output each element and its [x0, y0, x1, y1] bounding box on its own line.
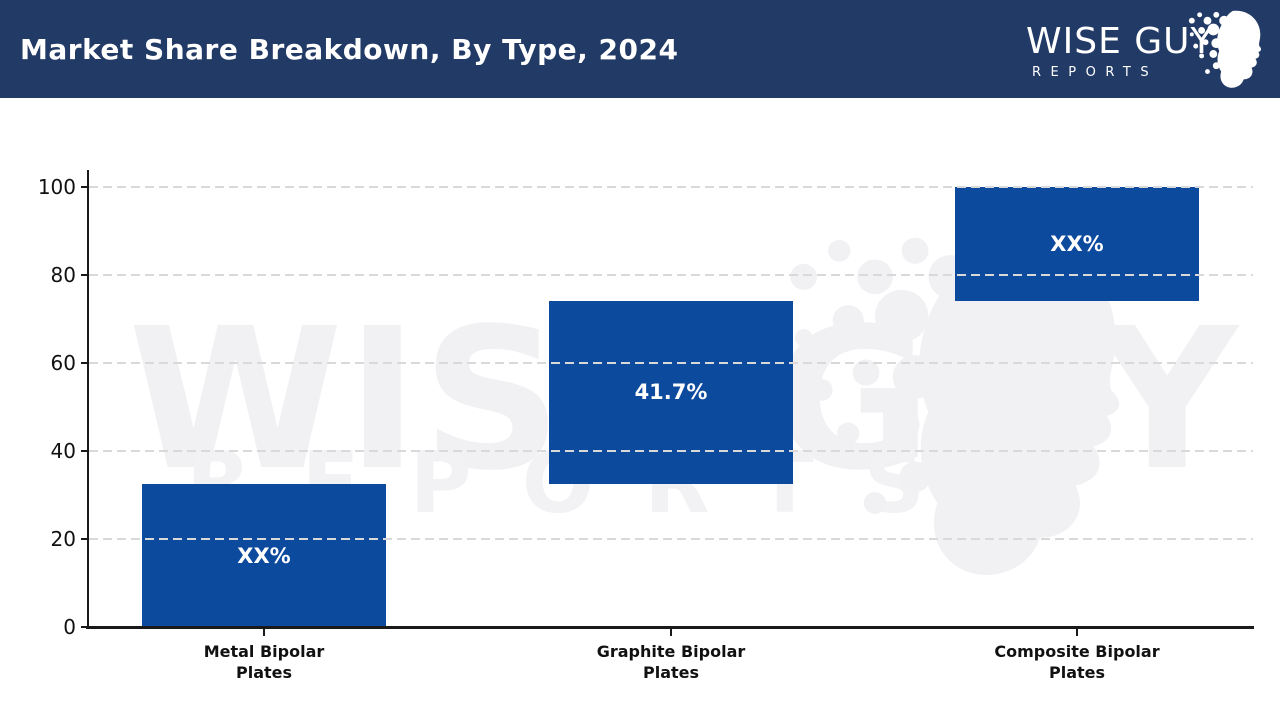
y-tick-mark — [81, 186, 88, 188]
y-tick-label: 80 — [50, 263, 76, 287]
gridline — [89, 274, 1253, 276]
logo-brand-text: WISE GUY — [1026, 21, 1214, 62]
bar-segment: 41.7% — [549, 300, 793, 484]
y-tick-label: 60 — [50, 351, 76, 375]
bar-segment: XX% — [142, 484, 386, 627]
y-tick-mark — [81, 538, 88, 540]
y-tick-label: 100 — [37, 175, 76, 199]
x-tick-mark — [263, 629, 265, 636]
logo-reports-text: REPORTS — [1032, 65, 1159, 80]
bar-value-label: XX% — [237, 543, 291, 568]
x-category-label: Graphite Bipolar Plates — [596, 642, 746, 682]
y-tick-mark — [81, 362, 88, 364]
wise-guy-logo: WISE GUY REPORTS — [1020, 5, 1272, 95]
bar-segment: XX% — [955, 187, 1199, 301]
gridline — [89, 538, 1253, 540]
plot-area: WISE GUY REPORTS XX%Metal Bipolar Plates… — [0, 98, 1280, 720]
y-tick-label: 20 — [50, 527, 76, 551]
y-tick-mark — [81, 450, 88, 452]
x-tick-mark — [670, 629, 672, 636]
x-axis-spine — [86, 626, 1254, 629]
y-axis-spine — [87, 170, 89, 629]
x-category-label: Metal Bipolar Plates — [203, 642, 325, 682]
x-tick-mark — [1076, 629, 1078, 636]
x-category-label: Composite Bipolar Plates — [994, 642, 1160, 682]
y-tick-mark — [81, 626, 88, 628]
y-tick-label: 40 — [50, 439, 76, 463]
gridline — [89, 450, 1253, 452]
header-band: Market Share Breakdown, By Type, 2024 WI… — [0, 0, 1280, 98]
gridline — [89, 362, 1253, 364]
bar-value-label: XX% — [1050, 231, 1104, 256]
gridline — [89, 186, 1253, 188]
watermark-dot-face-icon — [790, 232, 1120, 576]
y-tick-mark — [81, 274, 88, 276]
chart-title: Market Share Breakdown, By Type, 2024 — [20, 32, 679, 66]
bar-value-label: 41.7% — [634, 380, 708, 405]
y-tick-label: 0 — [63, 615, 76, 639]
logo-dot-face-icon — [1188, 10, 1262, 88]
